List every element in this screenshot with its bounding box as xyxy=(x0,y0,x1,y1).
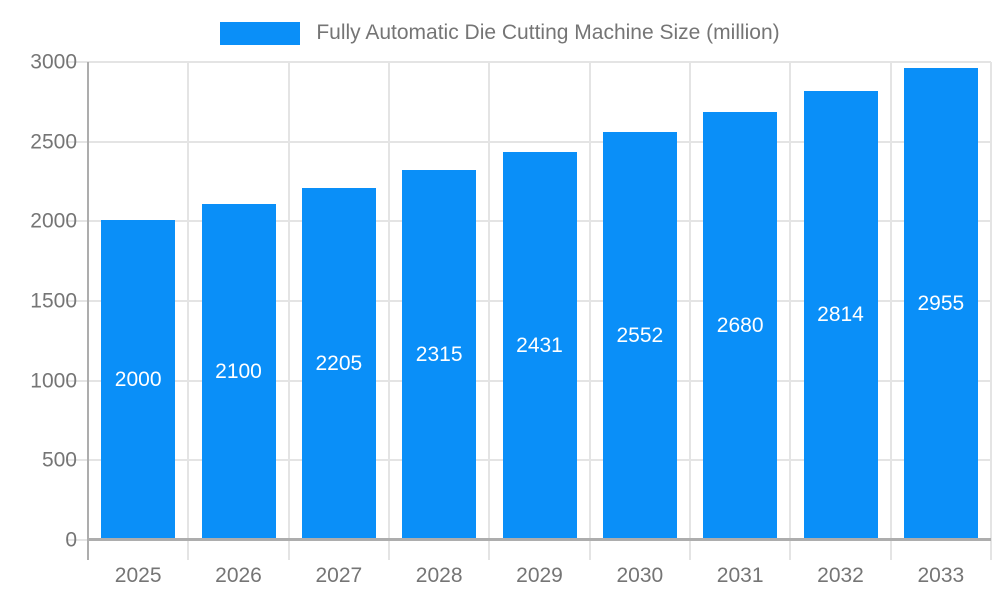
gridline-vertical xyxy=(990,62,992,540)
x-axis-tick xyxy=(287,540,290,560)
y-axis-tick xyxy=(68,140,88,143)
x-axis-tick xyxy=(889,540,892,560)
y-axis-tick xyxy=(68,459,88,462)
bar-value-label: 2955 xyxy=(917,292,965,316)
gridline-vertical xyxy=(488,62,491,540)
bar-2028: 2315 xyxy=(402,170,477,539)
legend-label: Fully Automatic Die Cutting Machine Size… xyxy=(316,21,780,44)
x-axis-tick xyxy=(588,540,591,560)
bar-value-label: 2431 xyxy=(516,333,563,357)
x-axis-tick-label: 2030 xyxy=(616,564,664,587)
y-axis-tick-label: 1500 xyxy=(30,289,77,313)
x-axis-tick-label: 2031 xyxy=(716,564,764,587)
bar-value-label: 2315 xyxy=(415,343,463,367)
y-axis-tick xyxy=(68,539,88,541)
bar-value-label: 2205 xyxy=(315,351,363,375)
x-axis-line xyxy=(88,538,991,541)
y-axis-tick xyxy=(68,61,88,63)
y-axis-tick xyxy=(68,220,88,223)
x-axis-tick xyxy=(488,540,491,560)
y-axis-tick xyxy=(68,300,88,302)
bar-2026: 2100 xyxy=(201,204,276,539)
chart-legend[interactable]: Fully Automatic Die Cutting Machine Size… xyxy=(0,20,1000,46)
x-axis-tick-label: 2032 xyxy=(817,564,864,587)
bar-2025: 2000 xyxy=(101,220,176,539)
bar-value-label: 2814 xyxy=(817,303,864,327)
bar-2032: 2814 xyxy=(803,90,878,539)
gridline-vertical xyxy=(689,62,691,540)
y-axis-tick-label: 500 xyxy=(41,448,77,472)
y-axis-line xyxy=(87,62,89,560)
y-axis-tick xyxy=(68,379,88,382)
bar-value-label: 2680 xyxy=(716,314,764,337)
x-axis-tick-label: 2026 xyxy=(215,564,262,587)
legend-swatch xyxy=(220,21,301,45)
y-axis-tick-label: 3000 xyxy=(30,50,77,74)
x-axis-tick-label: 2033 xyxy=(917,564,965,587)
gridline-vertical xyxy=(889,62,892,540)
bar-2027: 2205 xyxy=(301,187,376,539)
bar-2029: 2431 xyxy=(502,151,577,539)
plot-area: 0 500 1000 1500 2000 2500 3000 2000 2025 2100 2026… xyxy=(30,52,992,586)
x-axis-tick xyxy=(388,540,390,560)
x-axis-tick xyxy=(187,540,190,560)
gridline-vertical xyxy=(388,62,390,540)
y-axis-tick-label: 2000 xyxy=(30,209,77,233)
x-axis-tick-label: 2025 xyxy=(114,564,162,587)
gridline-vertical xyxy=(287,62,290,540)
y-axis-tick-label: 0 xyxy=(65,528,77,552)
bar-2033: 2955 xyxy=(903,68,978,539)
x-axis-tick xyxy=(990,540,992,560)
bar-2031: 2680 xyxy=(703,112,778,539)
bar-2030: 2552 xyxy=(602,132,677,539)
bar-value-label: 2552 xyxy=(616,324,664,348)
bar-value-label: 2100 xyxy=(215,360,262,384)
gridline-vertical xyxy=(588,62,591,540)
x-axis-tick-label: 2029 xyxy=(516,564,563,587)
bar-value-label: 2000 xyxy=(114,368,162,392)
x-axis-tick-label: 2028 xyxy=(415,564,463,587)
x-axis-tick xyxy=(689,540,691,560)
y-axis-tick-label: 1000 xyxy=(30,369,77,393)
gridline-horizontal xyxy=(88,61,991,63)
gridline-vertical xyxy=(789,62,792,540)
gridline-vertical xyxy=(187,62,190,540)
gridline-horizontal xyxy=(88,140,991,143)
x-axis-tick xyxy=(789,540,792,560)
y-axis-tick-label: 2500 xyxy=(30,130,77,154)
x-axis-tick-label: 2027 xyxy=(315,564,363,587)
